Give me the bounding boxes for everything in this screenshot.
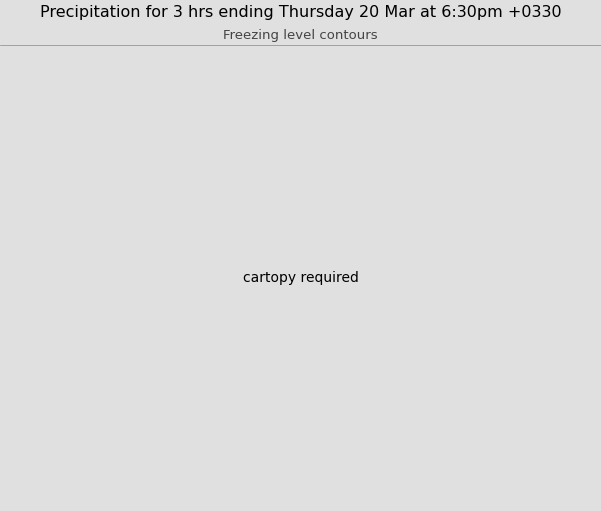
Text: cartopy required: cartopy required: [243, 271, 358, 285]
Text: Freezing level contours: Freezing level contours: [223, 29, 378, 41]
Text: Precipitation for 3 hrs ending Thursday 20 Mar at 6:30pm +0330: Precipitation for 3 hrs ending Thursday …: [40, 5, 561, 20]
